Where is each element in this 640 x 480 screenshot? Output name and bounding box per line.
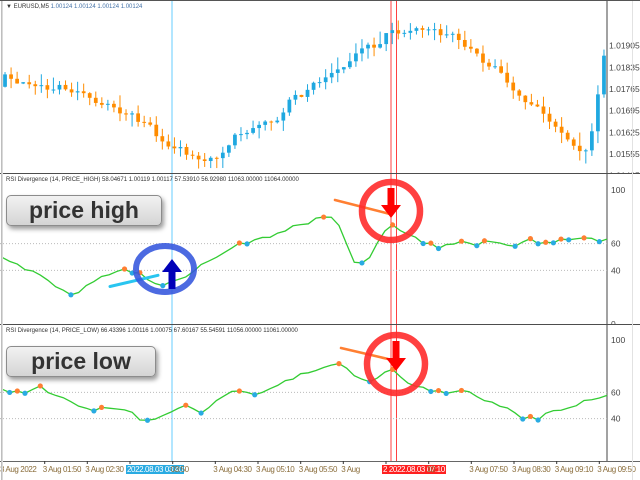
svg-text:1.01835: 1.01835	[609, 62, 640, 72]
svg-text:1.01695: 1.01695	[609, 106, 640, 116]
svg-text:1.01765: 1.01765	[609, 84, 640, 94]
svg-text:1.01555: 1.01555	[609, 149, 640, 159]
svg-text:1.01625: 1.01625	[609, 127, 640, 137]
svg-text:1.01905: 1.01905	[609, 41, 640, 51]
